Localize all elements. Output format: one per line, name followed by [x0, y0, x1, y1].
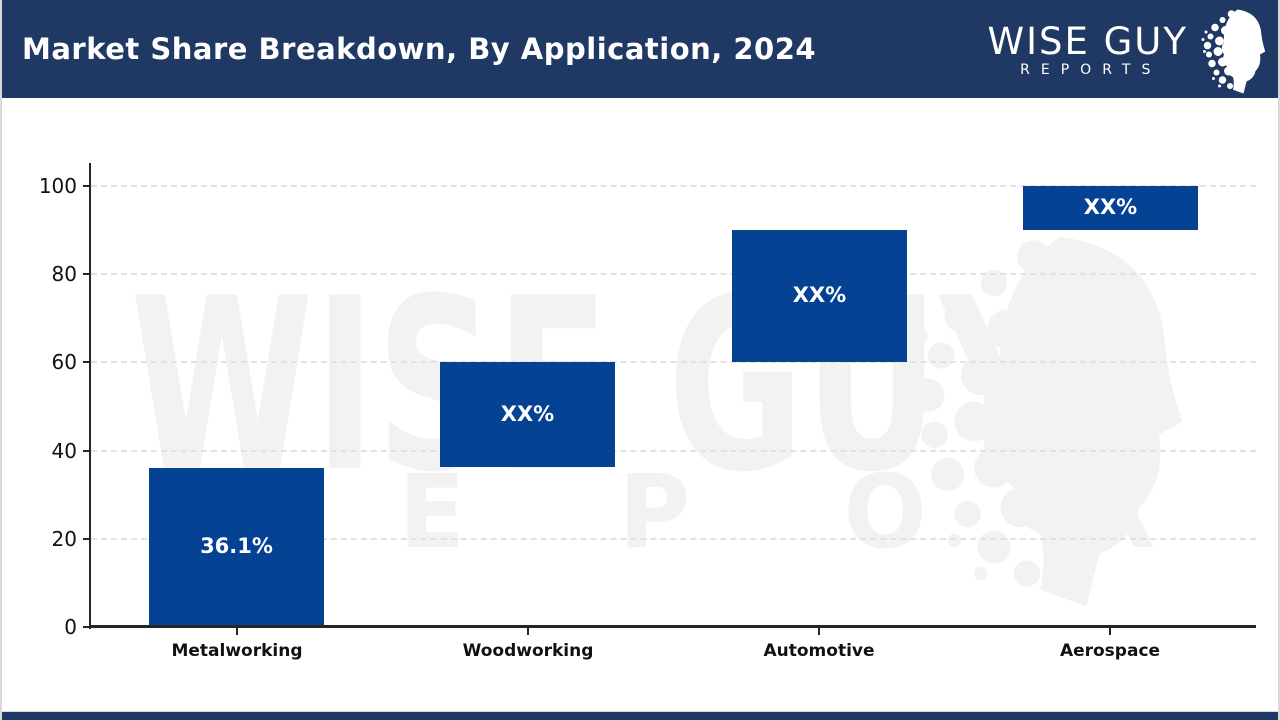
x-tick-label: Aerospace: [1059, 641, 1161, 661]
bar-value-label: XX%: [500, 402, 555, 426]
y-tick-label: 80: [51, 262, 77, 287]
bar: [149, 468, 324, 627]
bar: [732, 230, 907, 362]
x-tick: [818, 627, 820, 635]
bar-value-label: XX%: [792, 283, 847, 307]
x-tick-label: Woodworking: [462, 641, 594, 661]
y-gridline: [91, 449, 1256, 452]
y-tick: [83, 361, 91, 364]
y-tick-label: 100: [38, 174, 77, 198]
x-tick: [1109, 627, 1111, 635]
x-axis-spine: [89, 625, 1256, 628]
x-tick-label: Automotive: [763, 641, 875, 661]
y-tick-label: 40: [51, 438, 77, 463]
x-tick: [236, 627, 238, 635]
logo-wordmark: WISE GUY: [987, 20, 1188, 63]
x-tick: [527, 627, 529, 635]
y-tick: [83, 273, 91, 276]
y-gridline: [91, 273, 1256, 276]
y-tick: [83, 537, 91, 540]
y-tick: [83, 626, 91, 628]
wise-guy-reports-logo: WISE GUY REPORTS: [988, 4, 1268, 96]
logo-subtitle: REPORTS: [1020, 62, 1162, 78]
y-axis-spine: [89, 163, 91, 629]
y-gridline: [91, 537, 1256, 540]
header-banner: Market Share Breakdown, By Application, …: [2, 0, 1278, 98]
y-gridline: [91, 185, 1256, 187]
logo-text: WISE GUY REPORTS: [988, 23, 1188, 77]
y-tick-label: 60: [51, 350, 77, 375]
y-tick: [83, 449, 91, 452]
footer-divider: [2, 711, 1278, 712]
y-tick-label: 0: [64, 615, 77, 639]
x-tick-label: Metalworking: [171, 641, 303, 661]
footer-bar: [2, 712, 1278, 720]
bar: [1023, 186, 1198, 230]
page-title: Market Share Breakdown, By Application, …: [22, 32, 817, 66]
bar: [440, 362, 615, 467]
bar-value-label: 36.1%: [200, 534, 273, 558]
y-gridline: [91, 361, 1256, 364]
y-tick-label: 20: [51, 526, 77, 551]
dotted-head-icon: [1201, 9, 1266, 94]
bar-value-label: XX%: [1083, 195, 1138, 219]
y-tick: [83, 185, 91, 187]
